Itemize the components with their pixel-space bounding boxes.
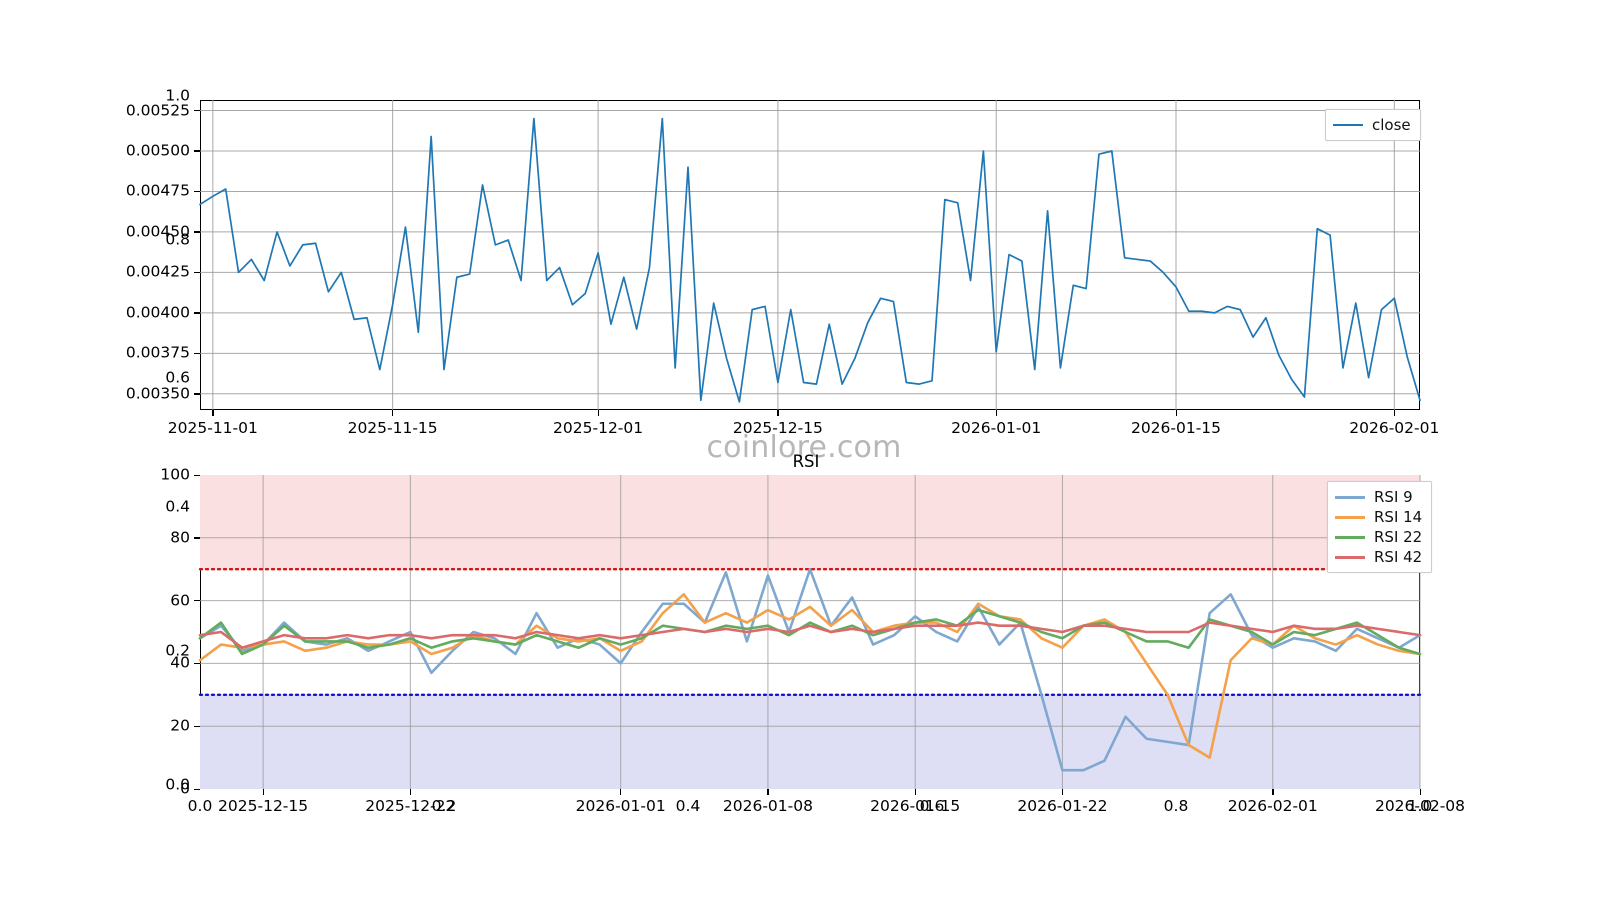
rsi-y-tick: 20 (170, 716, 190, 735)
price-x-tick: 2025-11-15 (347, 419, 438, 437)
price-y-tickmark (194, 150, 200, 152)
price-y-tick: 0.00475 (125, 181, 190, 200)
price-y-tickmark (194, 271, 200, 274)
legend-line-icon (1335, 535, 1365, 539)
price-y-tick: 0.00375 (125, 343, 190, 362)
rsi-legend-label: RSI 22 (1374, 528, 1423, 546)
price-y-tick: 0.00500 (125, 141, 190, 160)
price-x-tickmark (777, 410, 779, 416)
rsi-x-tickmark (620, 789, 622, 795)
rsi-x-tick: 2026-01-08 (722, 797, 813, 815)
price-y-tickmark (194, 110, 200, 112)
price-x-tickmark (392, 410, 394, 416)
rsi-x-tick: 2026-01-22 (1017, 797, 1108, 815)
rsi-secondary-x-tick: 0.0 (187, 797, 213, 815)
rsi-chart-title: RSI (792, 452, 820, 471)
price-x-tickmark (1175, 410, 1177, 416)
rsi-legend-item[interactable]: RSI 14 (1335, 507, 1422, 527)
price-x-tick: 2025-12-01 (553, 419, 644, 437)
legend-line-icon (1335, 495, 1365, 499)
rsi-x-tick: 2026-02-08 (1374, 797, 1466, 815)
rsi-x-tickmark (1061, 789, 1064, 795)
price-legend-label: close (1372, 116, 1411, 134)
rsi-line-layer (198, 475, 1422, 789)
rsi-x-tick: 2025-12-22 (365, 797, 456, 815)
price-y-tick: 0.00525 (125, 100, 190, 119)
rsi-x-tickmark (1419, 789, 1421, 795)
price-plot-area (200, 100, 1420, 410)
rsi-y-tick: 80 (170, 528, 190, 547)
price-secondary-y-tick: 0.6 (165, 368, 190, 387)
rsi-secondary-x-tick: 0.4 (675, 797, 701, 815)
rsi-secondary-x-tick: 1.0 (1407, 797, 1433, 815)
rsi-legend: RSI 9 RSI 14 RSI 22 RSI 42 (1327, 481, 1433, 573)
rsi-x-tickmark (767, 789, 769, 795)
price-line-layer (199, 100, 1421, 410)
rsi-y-tickmark (194, 662, 200, 665)
price-y-tick: 0.00350 (125, 384, 190, 403)
rsi-y-tickmark (194, 788, 200, 790)
price-legend: close (1325, 109, 1421, 141)
rsi-y-tick: 60 (170, 590, 190, 609)
rsi-secondary-y-tick: 0.4 (165, 497, 190, 516)
rsi-y-tickmark (194, 725, 200, 727)
rsi-legend-item[interactable]: RSI 22 (1335, 527, 1422, 547)
price-x-tick: 2026-01-15 (1130, 419, 1222, 437)
rsi-legend-label: RSI 14 (1374, 508, 1423, 526)
rsi-secondary-y-tick: 0.2 (165, 641, 190, 660)
rsi-x-tick: 2026-01-15 (870, 797, 961, 815)
price-secondary-y-tick: 0.8 (165, 230, 190, 249)
rsi-y-tickmark (194, 537, 200, 539)
rsi-x-tickmark (262, 789, 264, 795)
rsi-chart-panel: 100 80 60 40 20 0 0.4 0.2 0.0 2025-12-15 2025-12… (0, 455, 1600, 900)
rsi-y-tickmark (194, 600, 200, 602)
legend-line-icon (1335, 555, 1365, 559)
rsi-secondary-x-tick: 0.2 (431, 797, 457, 815)
price-x-tick: 2025-11-01 (167, 419, 258, 437)
price-x-tick: 2026-02-01 (1349, 419, 1440, 437)
rsi-legend-item[interactable]: RSI 9 (1335, 487, 1422, 507)
rsi-secondary-x-tick: 0.8 (1163, 797, 1189, 815)
price-x-tickmark (597, 410, 599, 416)
rsi-y-tick: 100 (160, 465, 190, 484)
rsi-secondary-y-tick: 0.0 (165, 775, 190, 794)
rsi-x-tickmark (409, 789, 412, 795)
rsi-x-tickmark (914, 789, 916, 795)
rsi-y-tick: 40 (170, 653, 190, 672)
legend-line-icon (1333, 124, 1363, 126)
price-legend-item[interactable]: close (1333, 115, 1411, 135)
price-y-tickmark (194, 393, 200, 395)
watermark-coinlore: coinlore.com (706, 430, 902, 465)
rsi-legend-item[interactable]: RSI 42 (1335, 547, 1422, 567)
price-secondary-y-tick: 1.0 (165, 86, 190, 105)
price-x-tickmark (995, 410, 997, 416)
price-x-tickmark (212, 410, 214, 416)
rsi-legend-label: RSI 42 (1374, 548, 1423, 566)
rsi-x-tickmark (1272, 789, 1274, 795)
rsi-y-tick: 0 (180, 779, 190, 798)
legend-line-icon (1335, 515, 1365, 519)
rsi-x-tick: 2026-02-01 (1227, 797, 1318, 815)
rsi-secondary-x-tick: 0.6 (919, 797, 945, 815)
price-y-tickmark (194, 312, 200, 314)
rsi-legend-label: RSI 9 (1374, 488, 1413, 506)
price-x-tickmark (1393, 410, 1396, 416)
price-y-tickmark (194, 352, 200, 355)
price-y-tickmark (194, 190, 200, 193)
price-x-tick: 2025-12-15 (732, 419, 823, 437)
price-x-tick: 2026-01-01 (951, 419, 1042, 437)
rsi-x-tick: 2026-01-01 (575, 797, 666, 815)
price-y-tick: 0.00400 (125, 303, 190, 322)
price-y-tick: 0.00425 (125, 262, 190, 281)
rsi-y-tickmark (194, 474, 200, 476)
price-y-tickmark (194, 231, 200, 233)
price-y-tick: 0.00450 (125, 222, 190, 241)
price-chart-panel: 0.00525 0.00500 0.00475 0.00450 0.00425 0.004… (125, 86, 1440, 437)
rsi-x-tick: 2025-12-15 (218, 797, 309, 815)
